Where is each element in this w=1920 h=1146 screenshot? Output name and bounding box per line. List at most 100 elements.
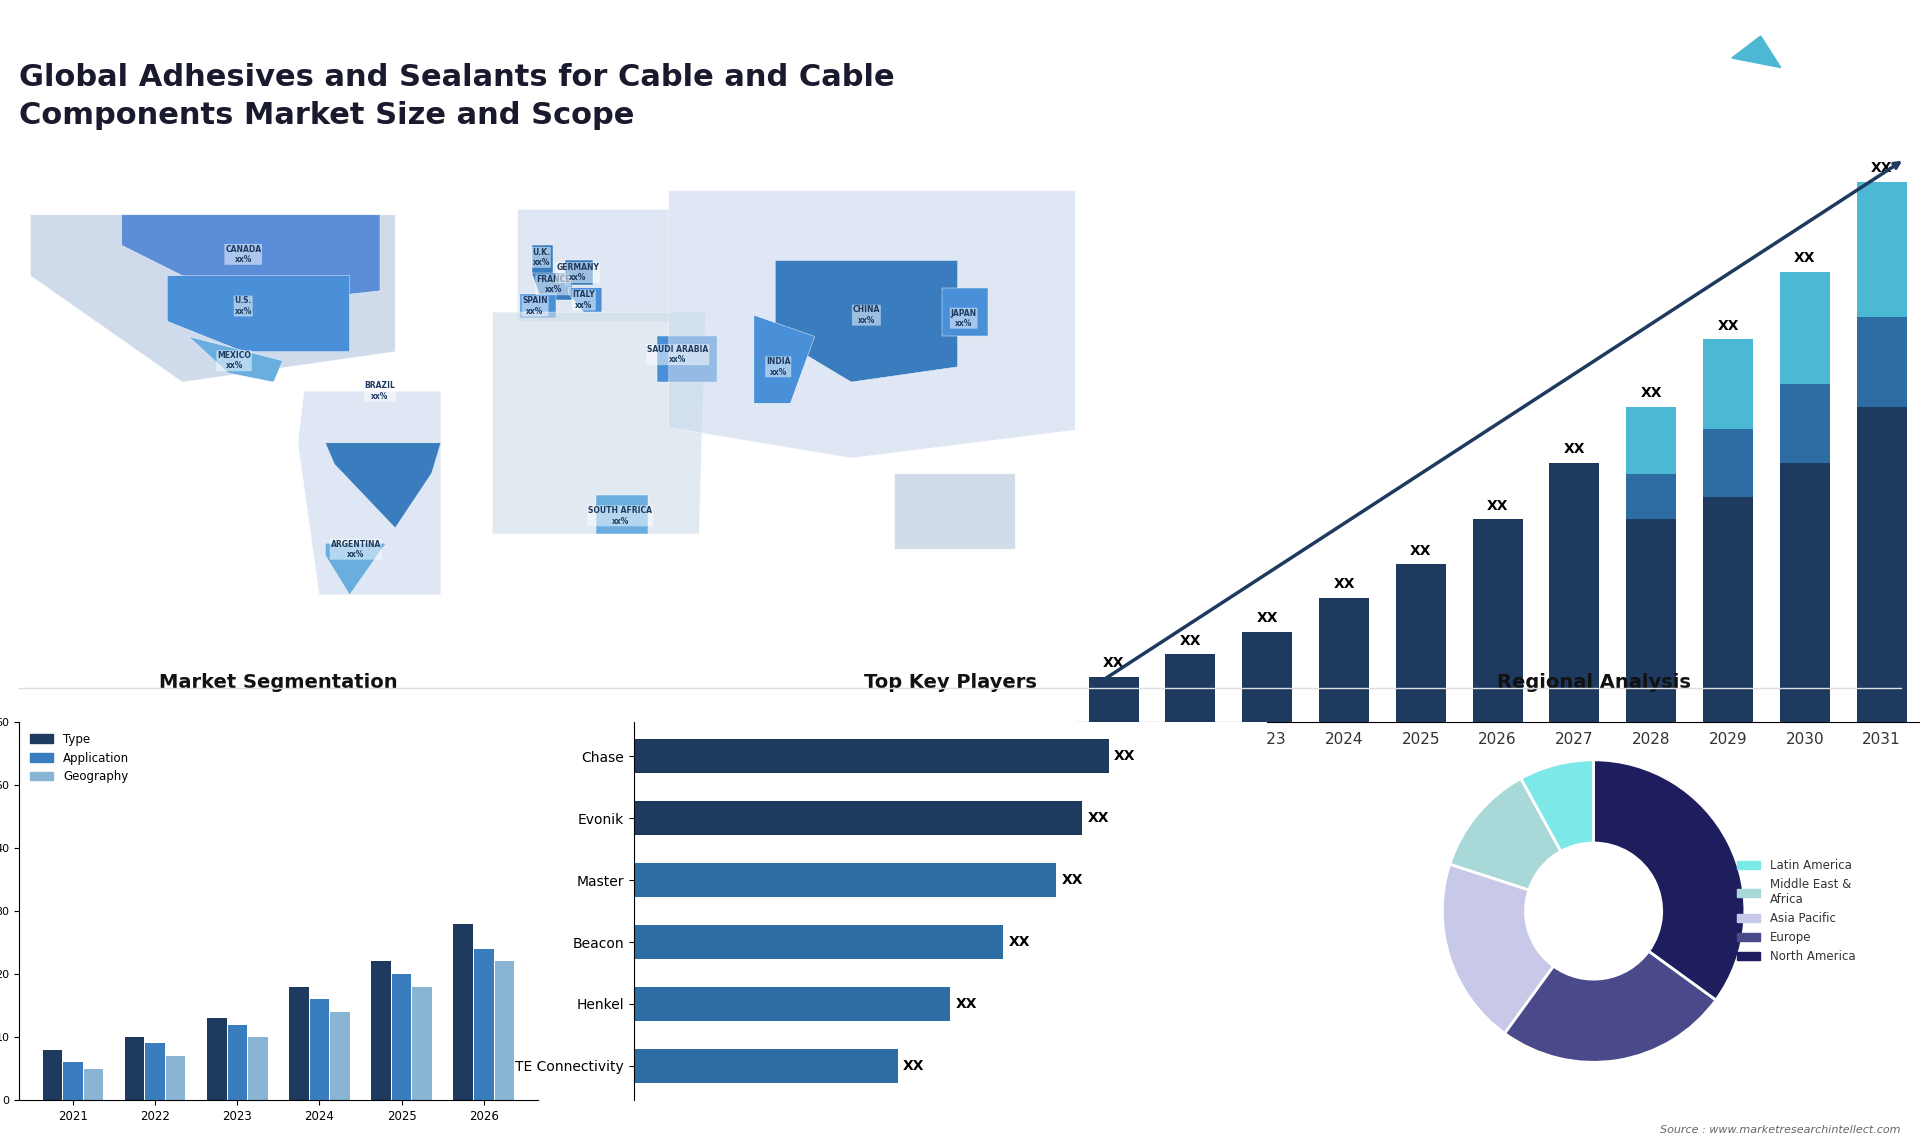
Bar <box>1473 519 1523 722</box>
Legend: Latin America, Middle East &
Africa, Asia Pacific, Europe, North America: Latin America, Middle East & Africa, Asi… <box>1732 855 1860 967</box>
Text: XX: XX <box>1179 634 1202 647</box>
Bar <box>1857 316 1907 407</box>
Polygon shape <box>167 276 349 352</box>
Bar <box>228 1025 248 1100</box>
Wedge shape <box>1521 760 1594 851</box>
Text: Source : www.marketresearchintellect.com: Source : www.marketresearchintellect.com <box>1661 1124 1901 1135</box>
Text: U.K.
xx%: U.K. xx% <box>532 248 549 267</box>
Text: XX: XX <box>1114 749 1135 763</box>
Text: CANADA
xx%: CANADA xx% <box>225 244 261 264</box>
Bar <box>1857 182 1907 316</box>
Bar <box>1780 384 1830 463</box>
Wedge shape <box>1442 864 1553 1034</box>
Bar <box>309 999 328 1100</box>
Text: XX: XX <box>1716 319 1740 332</box>
Text: Global Adhesives and Sealants for Cable and Cable
Components Market Size and Sco: Global Adhesives and Sealants for Cable … <box>19 63 895 131</box>
Bar <box>1165 654 1215 722</box>
Text: XX: XX <box>1062 873 1083 887</box>
Bar <box>634 925 1002 959</box>
Bar <box>1626 407 1676 474</box>
Bar <box>413 987 432 1100</box>
Text: SPAIN
xx%: SPAIN xx% <box>522 297 547 316</box>
Wedge shape <box>1505 951 1716 1062</box>
Bar <box>495 961 515 1100</box>
Text: GERMANY
xx%: GERMANY xx% <box>557 262 599 282</box>
Text: XX: XX <box>1102 657 1125 670</box>
Bar <box>125 1037 144 1100</box>
Text: XX: XX <box>1409 543 1432 558</box>
Text: SAUDI ARABIA
xx%: SAUDI ARABIA xx% <box>647 345 708 364</box>
Polygon shape <box>1732 36 1782 68</box>
Bar <box>84 1068 104 1100</box>
Bar <box>1703 339 1753 430</box>
Bar <box>1626 474 1676 722</box>
Text: Regional Analysis: Regional Analysis <box>1498 673 1690 692</box>
Text: XX: XX <box>1486 499 1509 512</box>
Text: XX: XX <box>1256 611 1279 626</box>
Bar <box>1089 677 1139 722</box>
Text: INDIA
xx%: INDIA xx% <box>766 358 791 377</box>
Text: XX: XX <box>956 997 977 1011</box>
Bar <box>634 987 950 1021</box>
Text: XX: XX <box>1793 251 1816 265</box>
Polygon shape <box>121 214 380 306</box>
Polygon shape <box>324 442 442 528</box>
Text: XX: XX <box>1870 160 1893 175</box>
Text: ARGENTINA
xx%: ARGENTINA xx% <box>330 540 380 559</box>
Polygon shape <box>532 245 553 276</box>
Text: SOUTH AFRICA
xx%: SOUTH AFRICA xx% <box>588 507 653 526</box>
Bar <box>474 949 493 1100</box>
Polygon shape <box>657 337 718 382</box>
Polygon shape <box>564 260 593 284</box>
Bar <box>1780 272 1830 384</box>
Polygon shape <box>668 190 1094 458</box>
Wedge shape <box>1594 760 1745 1000</box>
Bar <box>330 1012 349 1100</box>
Text: MARKET
RESEARCH
INTELLECT: MARKET RESEARCH INTELLECT <box>1782 45 1839 83</box>
Text: XX: XX <box>1087 811 1110 825</box>
Bar <box>290 987 309 1100</box>
Text: CHINA
xx%: CHINA xx% <box>852 306 879 324</box>
Bar <box>1396 564 1446 722</box>
Bar <box>1549 463 1599 722</box>
Text: U.S.
xx%: U.S. xx% <box>234 297 252 316</box>
Bar <box>1626 474 1676 519</box>
Polygon shape <box>532 273 572 300</box>
Polygon shape <box>31 214 396 382</box>
Bar <box>63 1062 83 1100</box>
Polygon shape <box>943 288 989 337</box>
Text: Top Key Players: Top Key Players <box>864 673 1037 692</box>
Bar <box>42 1050 61 1100</box>
Bar <box>1780 384 1830 722</box>
Bar <box>634 739 1110 774</box>
Bar <box>634 863 1056 897</box>
Text: Market Segmentation: Market Segmentation <box>159 673 397 692</box>
Polygon shape <box>1645 36 1761 81</box>
Bar <box>1319 598 1369 722</box>
Bar <box>248 1037 267 1100</box>
Bar <box>453 924 472 1100</box>
Bar <box>634 801 1083 835</box>
Polygon shape <box>188 337 282 382</box>
Polygon shape <box>755 315 814 403</box>
Polygon shape <box>324 543 386 595</box>
Text: JAPAN
xx%: JAPAN xx% <box>950 308 977 328</box>
Text: MEXICO
xx%: MEXICO xx% <box>217 351 252 370</box>
Bar <box>1703 430 1753 497</box>
Bar <box>371 961 392 1100</box>
Text: XX: XX <box>1640 386 1663 400</box>
Polygon shape <box>595 495 647 534</box>
Polygon shape <box>492 312 705 534</box>
Bar <box>165 1057 186 1100</box>
Polygon shape <box>568 288 603 312</box>
Polygon shape <box>776 260 958 382</box>
Polygon shape <box>520 293 557 319</box>
Text: FRANCE
xx%: FRANCE xx% <box>536 275 570 295</box>
Wedge shape <box>1450 778 1561 890</box>
Bar <box>1242 631 1292 722</box>
Bar <box>207 1018 227 1100</box>
Polygon shape <box>516 209 668 321</box>
Text: XX: XX <box>1332 578 1356 591</box>
Polygon shape <box>893 473 1016 549</box>
Bar <box>634 1049 899 1083</box>
